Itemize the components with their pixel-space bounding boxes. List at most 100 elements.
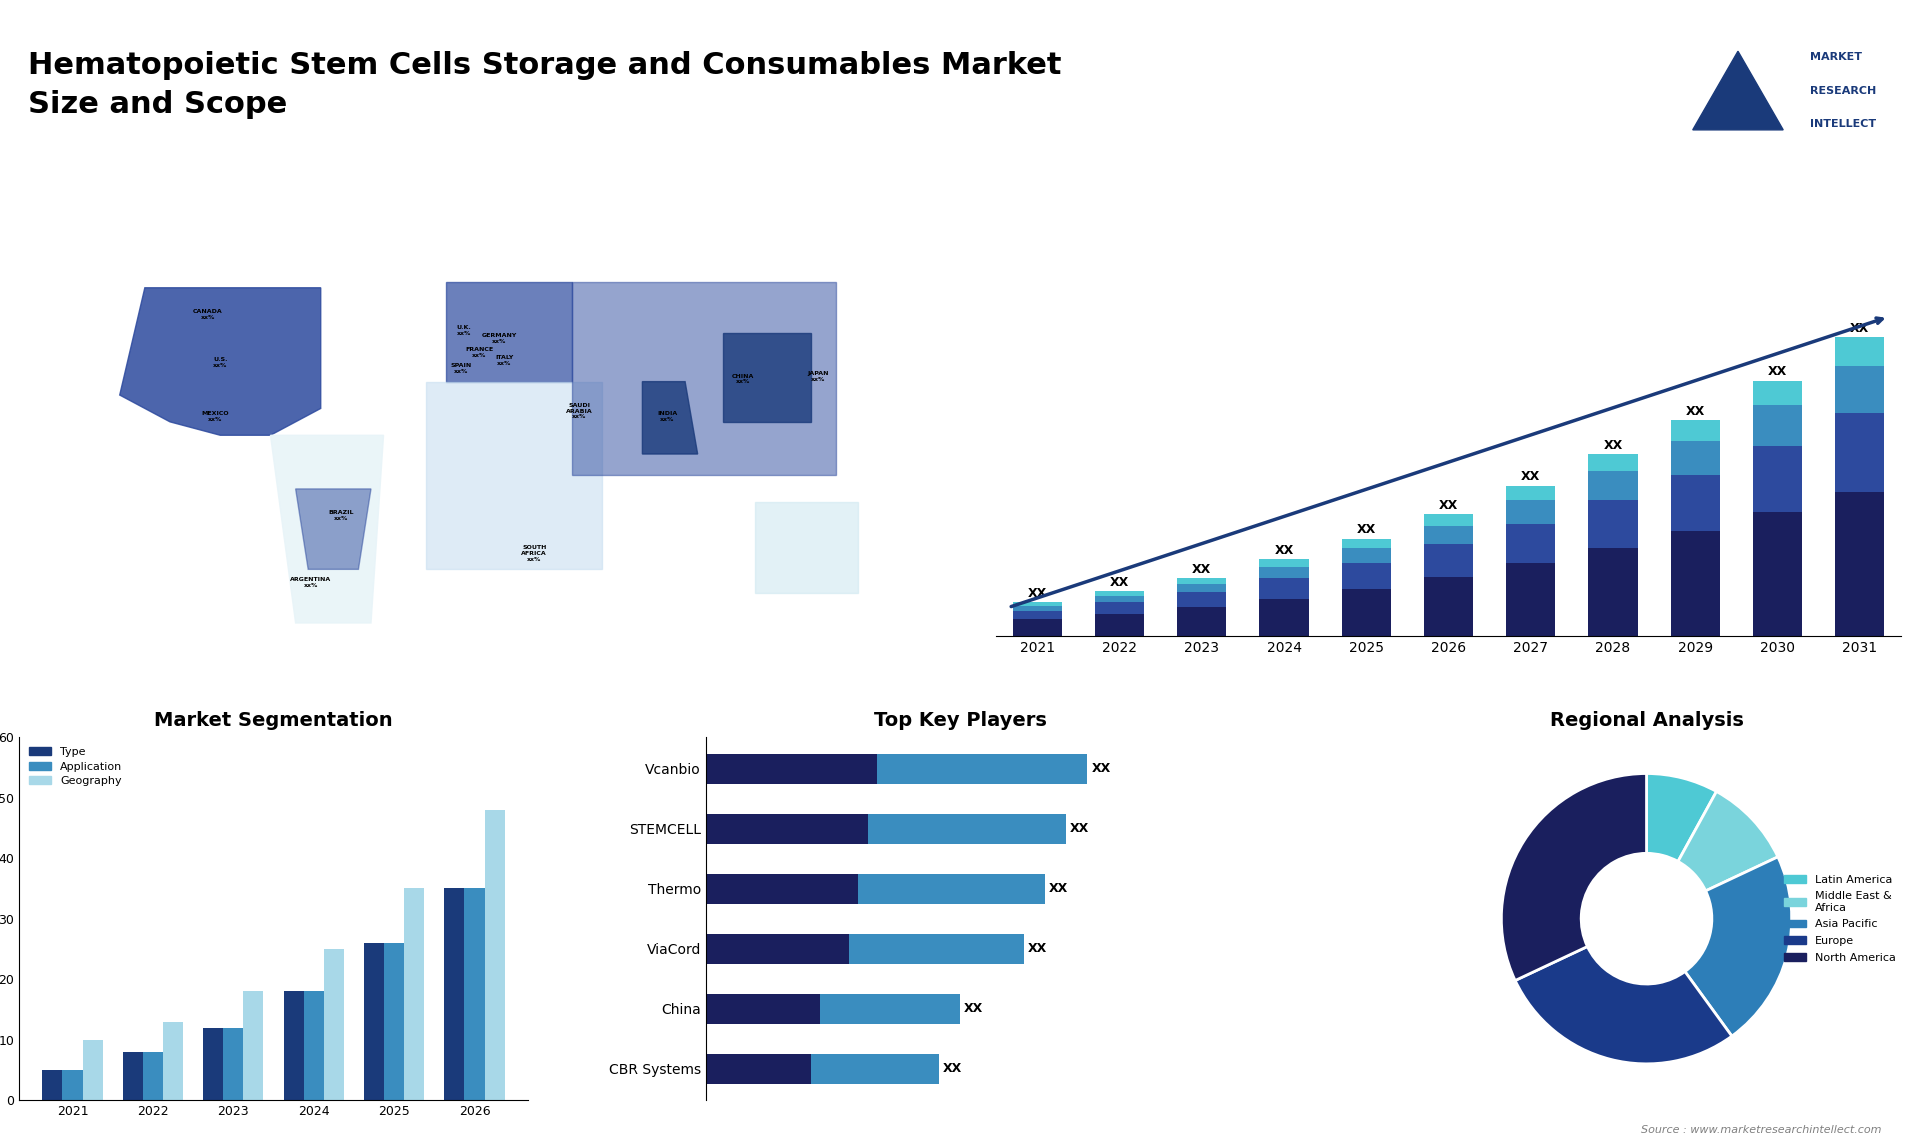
Bar (1505, 563, 1555, 636)
Bar (707, 934, 849, 964)
Bar (403, 888, 424, 1100)
Bar (1012, 611, 1062, 619)
Text: SOUTH
AFRICA
xx%: SOUTH AFRICA xx% (522, 545, 547, 562)
Bar (1836, 414, 1884, 492)
Bar (1505, 500, 1555, 524)
Text: ARGENTINA
xx%: ARGENTINA xx% (290, 578, 332, 588)
Bar (1177, 578, 1227, 583)
Text: XX: XX (1357, 523, 1377, 536)
Text: GERMANY
xx%: GERMANY xx% (482, 333, 516, 344)
Text: CHINA
xx%: CHINA xx% (732, 374, 755, 384)
Bar (163, 1021, 182, 1100)
Bar (1177, 607, 1227, 636)
Bar (1836, 337, 1884, 366)
Text: XX: XX (1851, 322, 1870, 335)
Text: XX: XX (1603, 439, 1622, 452)
Bar (820, 994, 960, 1023)
Bar (444, 888, 465, 1100)
Title: Market Segmentation: Market Segmentation (154, 712, 394, 730)
Bar (142, 1052, 163, 1100)
Polygon shape (1693, 52, 1784, 129)
Text: XX: XX (1069, 822, 1089, 835)
Bar (1260, 559, 1309, 566)
Polygon shape (572, 282, 835, 476)
Bar (1342, 589, 1390, 636)
Bar (1753, 380, 1803, 405)
Bar (1588, 471, 1638, 500)
Title: Regional Analysis: Regional Analysis (1549, 712, 1743, 730)
Bar (1425, 544, 1473, 576)
Text: XX: XX (1521, 470, 1540, 484)
Text: XX: XX (1275, 544, 1294, 557)
Bar (1260, 566, 1309, 579)
Bar (1588, 548, 1638, 636)
Bar (365, 943, 384, 1100)
Bar (1505, 486, 1555, 500)
Text: FRANCE
xx%: FRANCE xx% (465, 347, 493, 358)
Text: U.S.
xx%: U.S. xx% (213, 358, 227, 368)
Bar (1836, 366, 1884, 414)
Bar (1094, 596, 1144, 603)
Bar (63, 1070, 83, 1100)
Polygon shape (119, 288, 321, 435)
Text: CANADA
xx%: CANADA xx% (192, 309, 223, 320)
Bar (284, 991, 303, 1100)
Text: XX: XX (1048, 882, 1068, 895)
Text: INTELLECT: INTELLECT (1811, 119, 1876, 129)
Bar (1753, 446, 1803, 512)
Bar (1425, 576, 1473, 636)
Bar (1670, 531, 1720, 636)
Bar (1260, 579, 1309, 599)
Bar (303, 991, 324, 1100)
Bar (484, 810, 505, 1100)
Text: Hematopoietic Stem Cells Storage and Consumables Market
Size and Scope: Hematopoietic Stem Cells Storage and Con… (29, 52, 1062, 118)
Text: MARKET: MARKET (1811, 52, 1862, 62)
Bar (1342, 539, 1390, 548)
Wedge shape (1647, 774, 1716, 862)
Legend: Latin America, Middle East &
Africa, Asia Pacific, Europe, North America: Latin America, Middle East & Africa, Asi… (1780, 870, 1901, 967)
Bar (868, 814, 1066, 843)
Text: MEXICO
xx%: MEXICO xx% (202, 411, 228, 422)
Text: U.K.
xx%: U.K. xx% (457, 325, 470, 336)
Bar (1260, 599, 1309, 636)
Polygon shape (445, 282, 572, 382)
Bar (42, 1070, 63, 1100)
Bar (1588, 500, 1638, 548)
Bar (324, 949, 344, 1100)
Polygon shape (755, 502, 858, 594)
Text: BRAZIL
xx%: BRAZIL xx% (328, 510, 353, 521)
Bar (1342, 548, 1390, 563)
Text: ITALY
xx%: ITALY xx% (495, 355, 513, 366)
Bar (1588, 454, 1638, 471)
Text: XX: XX (1438, 499, 1457, 511)
Text: XX: XX (1091, 762, 1110, 775)
Bar (858, 873, 1044, 904)
Bar (877, 754, 1087, 784)
Text: INDIA
xx%: INDIA xx% (657, 411, 678, 422)
Bar (1177, 592, 1227, 607)
Text: SAUDI
ARABIA
xx%: SAUDI ARABIA xx% (566, 403, 593, 419)
Bar (1094, 614, 1144, 636)
Wedge shape (1501, 774, 1647, 981)
Bar (810, 1053, 939, 1084)
Text: Source : www.marketresearchintellect.com: Source : www.marketresearchintellect.com (1642, 1124, 1882, 1135)
Text: XX: XX (1768, 364, 1788, 378)
Bar (1094, 603, 1144, 614)
Bar (465, 888, 484, 1100)
Bar (707, 814, 868, 843)
Wedge shape (1515, 947, 1732, 1063)
Bar (707, 994, 820, 1023)
Text: XX: XX (1110, 575, 1129, 589)
Bar (1836, 492, 1884, 636)
Text: XX: XX (1027, 942, 1046, 955)
Polygon shape (296, 489, 371, 570)
Bar (1094, 591, 1144, 596)
Bar (244, 991, 263, 1100)
Bar (1012, 606, 1062, 611)
Text: XX: XX (943, 1062, 962, 1075)
Text: RESEARCH: RESEARCH (1811, 86, 1876, 95)
Text: XX: XX (1027, 587, 1046, 599)
Bar (1670, 421, 1720, 440)
Wedge shape (1678, 792, 1778, 890)
Bar (707, 1053, 810, 1084)
